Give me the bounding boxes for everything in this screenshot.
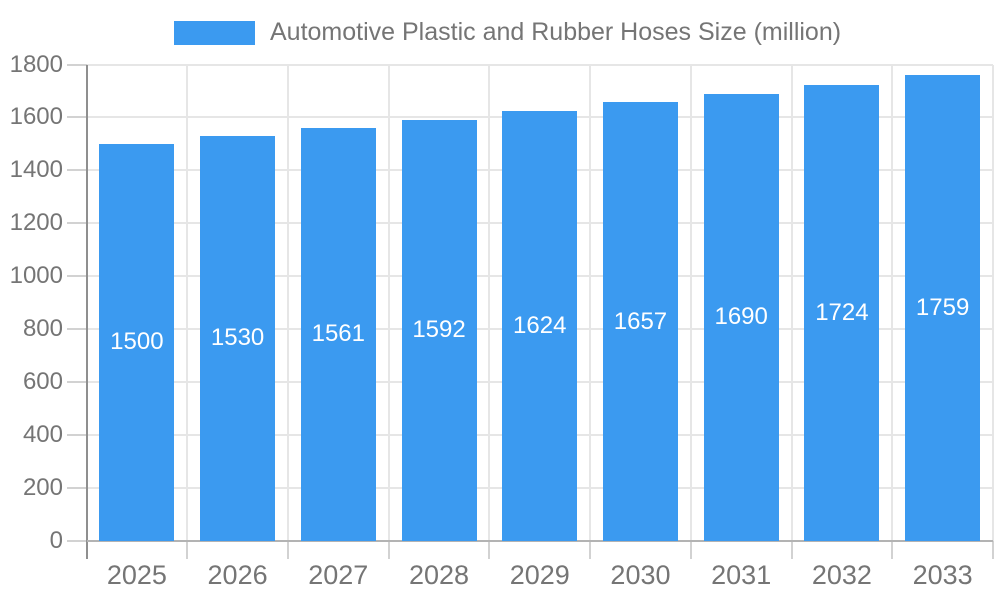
v-gridline: [992, 64, 994, 541]
y-axis-line: [85, 64, 88, 559]
x-axis-category-label: 2026: [207, 560, 268, 590]
y-axis-tick-label: 1600: [9, 103, 63, 131]
v-gridline: [790, 64, 793, 541]
legend-label: Automotive Plastic and Rubber Hoses Size…: [270, 18, 842, 46]
bar-2033[interactable]: [905, 75, 981, 541]
y-axis-tick-label: 1200: [9, 209, 63, 237]
v-gridline: [589, 64, 592, 541]
x-axis-category-label: 2027: [308, 560, 369, 590]
y-axis-tick-label: 400: [22, 421, 63, 449]
v-gridline: [689, 64, 692, 541]
bar-2032[interactable]: [804, 84, 880, 541]
x-axis-tick: [589, 541, 592, 559]
x-axis-tick: [488, 541, 491, 559]
x-axis-tick: [286, 541, 289, 559]
x-axis-category-label: 2029: [509, 560, 570, 590]
bar-value-label: 1724: [815, 298, 869, 326]
y-axis-tick: [66, 434, 87, 437]
y-axis-tick-label: 200: [22, 474, 63, 502]
bar-2031[interactable]: [703, 93, 779, 541]
y-axis-tick-label: 1000: [9, 262, 63, 290]
bar-2026[interactable]: [200, 135, 276, 541]
y-axis-tick-label: 1400: [9, 156, 63, 184]
x-axis-category-label: 2031: [711, 560, 772, 590]
y-axis-tick: [66, 169, 87, 172]
v-gridline: [891, 64, 894, 541]
y-axis-tick-label: 600: [22, 368, 63, 396]
bar-2028[interactable]: [401, 119, 477, 541]
h-gridline: [86, 63, 993, 66]
y-axis-tick: [66, 540, 87, 542]
bar-2030[interactable]: [602, 102, 678, 541]
bar-2029[interactable]: [502, 111, 578, 541]
legend-swatch: [174, 20, 255, 45]
y-axis-tick: [66, 63, 87, 66]
x-axis-tick: [689, 541, 692, 559]
v-gridline: [387, 64, 390, 541]
bar-value-label: 1530: [210, 324, 265, 352]
v-gridline: [488, 64, 491, 541]
y-axis-tick: [66, 222, 87, 225]
x-axis-category-label: 2030: [610, 560, 671, 590]
y-axis-tick: [66, 487, 87, 490]
bar-2025[interactable]: [99, 143, 175, 541]
bar-value-label: 1624: [513, 312, 567, 340]
x-axis-category-label: 2025: [106, 560, 167, 590]
y-axis-tick-label: 1800: [9, 50, 63, 78]
x-axis-tick: [790, 541, 793, 559]
legend[interactable]: Automotive Plastic and Rubber Hoses Size…: [174, 18, 841, 47]
bar-value-label: 1690: [714, 303, 768, 331]
v-gridline: [286, 64, 289, 541]
x-axis-line: [86, 540, 993, 542]
x-axis-tick: [387, 541, 390, 559]
bar-value-label: 1657: [613, 307, 668, 335]
bar-2027[interactable]: [300, 127, 376, 541]
bar-value-label: 1500: [110, 328, 164, 356]
y-axis-tick-label: 800: [22, 315, 63, 343]
y-axis-tick: [66, 116, 87, 119]
bar-value-label: 1561: [311, 320, 365, 348]
y-axis-tick: [66, 275, 87, 278]
bar-value-label: 1759: [915, 294, 970, 322]
x-axis-category-label: 2032: [811, 560, 872, 590]
y-axis-tick: [66, 381, 87, 384]
y-axis-tick: [66, 328, 87, 331]
y-axis-tick-label: 0: [49, 527, 63, 554]
bar-value-label: 1592: [412, 316, 466, 344]
x-axis-tick: [186, 541, 189, 559]
x-axis-category-label: 2028: [408, 560, 470, 590]
x-axis-category-label: 2033: [912, 560, 973, 590]
x-axis-tick: [992, 541, 994, 559]
x-axis-tick: [891, 541, 894, 559]
v-gridline: [186, 64, 189, 541]
